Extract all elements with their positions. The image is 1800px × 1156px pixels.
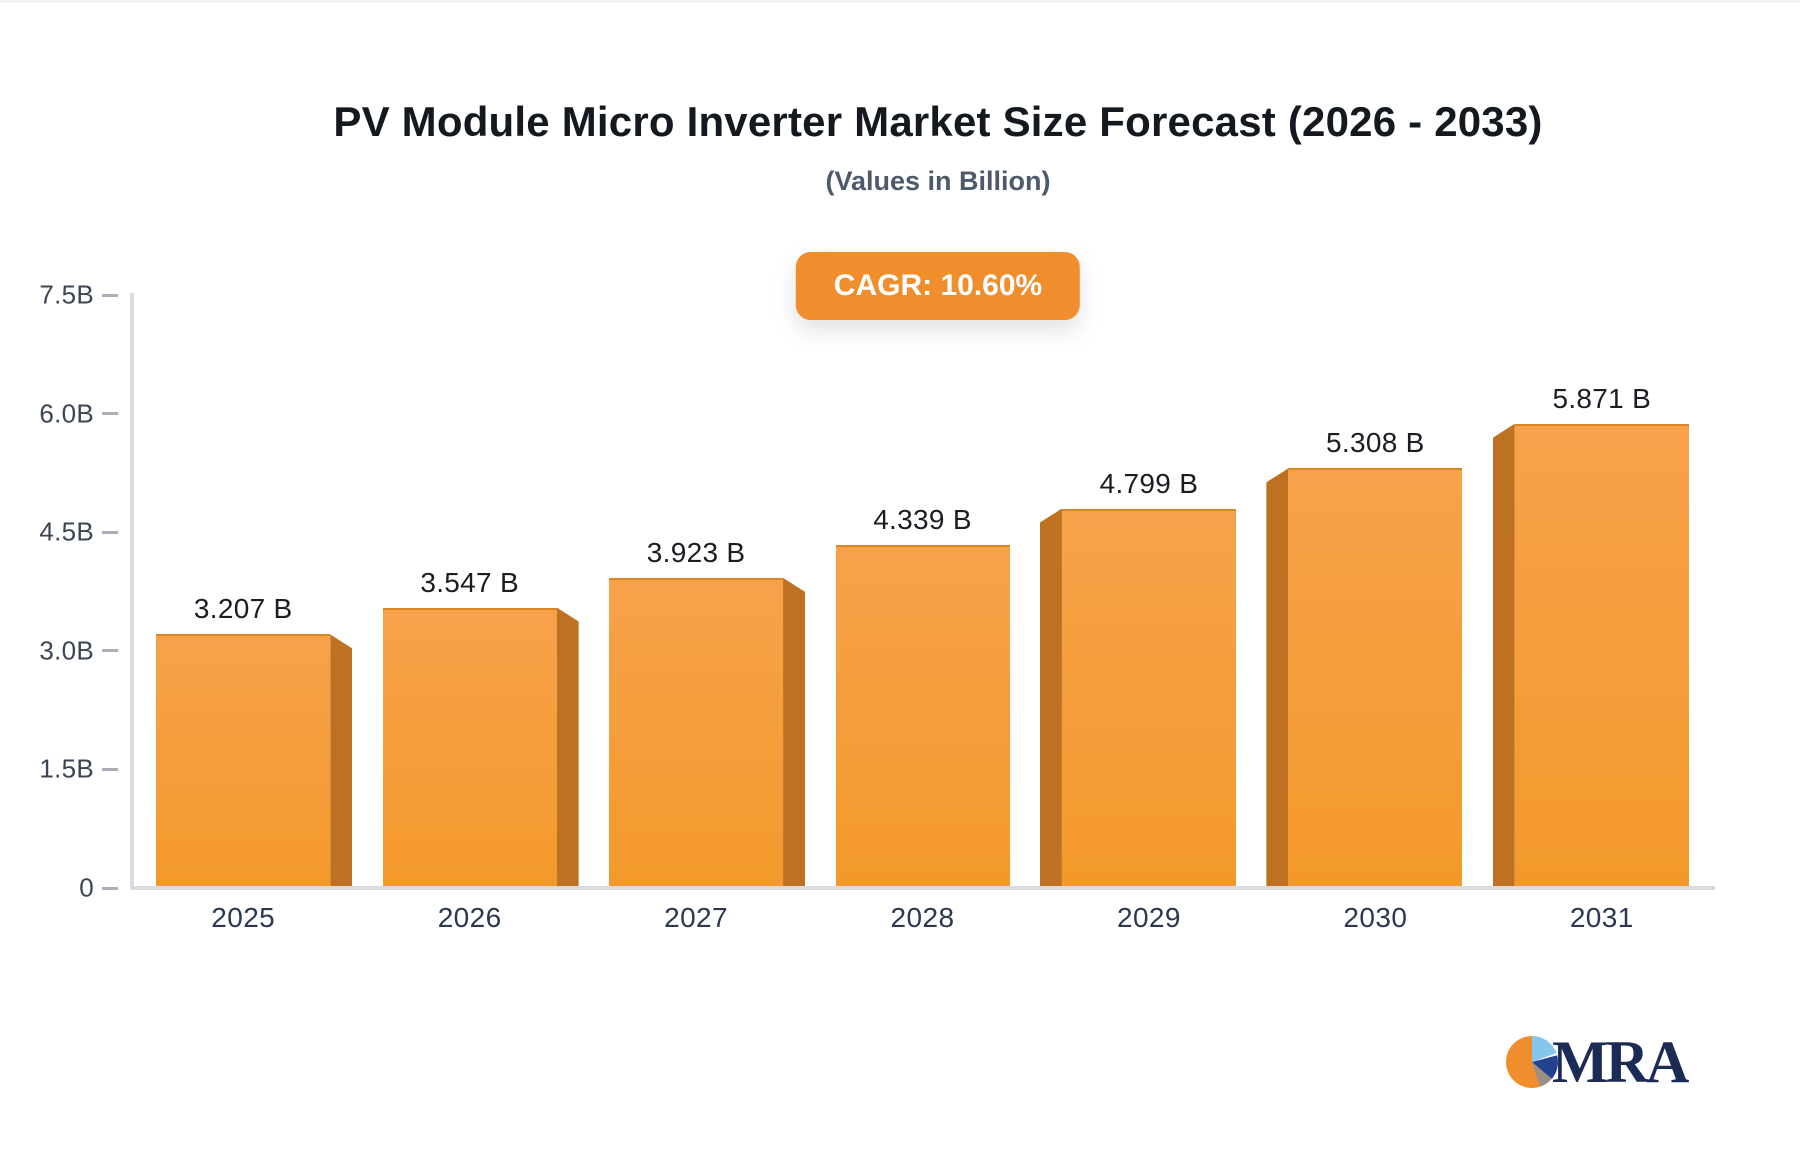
bar-face (609, 577, 784, 888)
bar-value-label: 4.339 B (873, 503, 972, 535)
x-axis-label-2026: 2026 (437, 902, 502, 933)
x-axis-label-2025: 2025 (211, 902, 276, 933)
bar-2031: 5.871 B (1492, 383, 1689, 888)
bar-face (382, 607, 557, 888)
bar-value-label: 4.799 B (1099, 467, 1199, 499)
logo-text: MRA (1552, 1029, 1689, 1095)
bar-side-left (1039, 508, 1062, 888)
y-tick-dash (102, 767, 118, 771)
bar-2030: 5.308 B (1266, 427, 1463, 888)
bar-face (835, 544, 1010, 888)
y-tick-label: 1.5B (39, 753, 94, 784)
y-tick-label: 4.5B (39, 516, 94, 547)
bar-value-label: 3.547 B (420, 566, 519, 598)
y-tick-label: 0 (79, 872, 94, 903)
x-axis-label-2030: 2030 (1343, 902, 1408, 933)
bar-side-left (1266, 468, 1289, 888)
bar-2029: 4.799 B (1039, 468, 1236, 888)
bar-2028: 4.339 B (835, 504, 1010, 888)
bar-2026: 3.547 B (382, 567, 579, 888)
cagr-badge: CAGR: 10.60% (795, 252, 1081, 320)
bar-face (1061, 508, 1236, 888)
bar-value-label: 5.871 B (1552, 382, 1652, 414)
y-tick-dash (102, 649, 118, 653)
y-tick-label: 3.0B (39, 635, 94, 666)
x-axis-label-2031: 2031 (1569, 902, 1634, 933)
x-axis-line (130, 886, 1715, 890)
y-tick-dash (102, 293, 118, 297)
chart-subtitle: (Values in Billion) (825, 166, 1051, 196)
bar-2027: 3.923 B (609, 537, 806, 888)
chart-title: PV Module Micro Inverter Market Size For… (333, 98, 1543, 145)
x-axis-label-2028: 2028 (890, 902, 955, 933)
bar-side-right (556, 607, 579, 888)
bar-face (1514, 423, 1689, 888)
y-tick-dash (102, 530, 118, 534)
bar-face (1288, 468, 1463, 888)
y-tick-label: 7.5B (39, 279, 94, 310)
top-hairline (0, 0, 1800, 3)
mra-logo: MRA (1506, 1029, 1689, 1095)
bar-2025: 3.207 B (156, 593, 353, 888)
bar-side-left (1492, 423, 1515, 888)
y-tick-label: 6.0B (39, 398, 94, 429)
bar-side-right (783, 577, 806, 888)
y-axis-line (130, 293, 134, 890)
bar-value-label: 3.207 B (193, 593, 293, 625)
y-tick-dash (102, 886, 118, 890)
bar-face (156, 634, 331, 888)
bar-value-label: 3.923 B (646, 536, 746, 568)
bar-side-right (330, 634, 353, 888)
x-axis-label-2029: 2029 (1116, 902, 1181, 933)
bar-value-label: 5.308 B (1326, 427, 1425, 459)
pie-chart-icon (1506, 1036, 1558, 1088)
y-tick-dash (102, 412, 118, 416)
x-axis-label-2027: 2027 (664, 902, 729, 933)
